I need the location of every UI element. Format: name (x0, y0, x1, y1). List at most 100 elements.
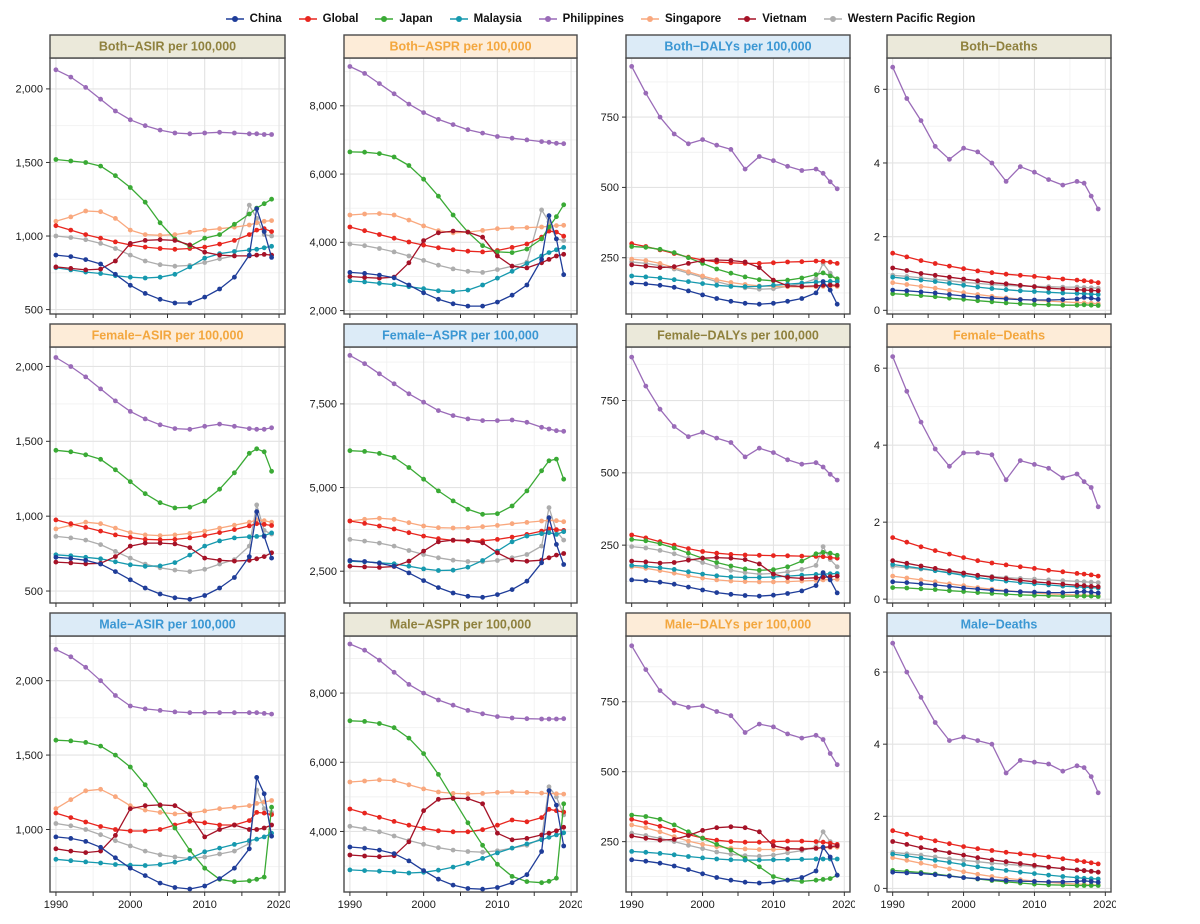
legend-key-icon (738, 16, 757, 22)
series-group (890, 640, 1101, 888)
svg-text:750: 750 (601, 697, 619, 709)
series-malaysia (347, 245, 567, 294)
svg-text:2000: 2000 (411, 899, 435, 911)
series-group (347, 64, 567, 309)
series-philippines (53, 67, 274, 137)
panel-female-dalys: Female−DALYs per 100,000 250 500 750 (601, 323, 851, 607)
series-group (890, 354, 1101, 599)
series-vietnam (890, 265, 1101, 294)
svg-text:6: 6 (874, 667, 880, 679)
series-malaysia (890, 274, 1101, 297)
panel-title-strip (625, 323, 851, 348)
series-philippines (53, 647, 274, 717)
x-axis (631, 603, 845, 607)
panel-title-strip (625, 612, 851, 637)
svg-text:2000: 2000 (118, 899, 142, 911)
svg-text:4,000: 4,000 (309, 237, 337, 249)
gridlines (626, 58, 850, 314)
svg-text:6,000: 6,000 (309, 757, 337, 769)
panel-male-asir: Male−ASIR per 100,000 1,000 1,500 2,000 1990… (15, 612, 290, 911)
series-china (53, 206, 274, 306)
y-axis: 0 2 4 6 (874, 84, 887, 317)
panel-title: Female−Deaths (953, 329, 1045, 343)
series-vietnam (53, 540, 274, 567)
chart-row-0: Both−ASIR per 100,000 500 1,000 1,500 2,000 B… (2, 34, 1200, 320)
legend-label: Malaysia (473, 13, 522, 25)
series-group (347, 641, 567, 892)
legend-key-icon (640, 16, 659, 22)
svg-text:6: 6 (874, 84, 880, 96)
svg-text:1,500: 1,500 (15, 157, 43, 169)
svg-text:2,500: 2,500 (309, 566, 337, 578)
series-malaysia (53, 530, 274, 569)
svg-text:2020: 2020 (267, 899, 290, 911)
svg-text:2000: 2000 (951, 899, 975, 911)
legend-key-icon (538, 16, 557, 22)
y-axis: 1,000 1,500 2,000 (15, 675, 50, 836)
svg-text:4: 4 (874, 158, 880, 170)
svg-text:2,000: 2,000 (15, 675, 43, 687)
panel-title-strip (625, 34, 851, 59)
series-global (53, 517, 274, 543)
legend-item-global: Global (298, 13, 359, 25)
series-china (347, 788, 567, 892)
svg-text:500: 500 (25, 304, 43, 316)
panel-male-deaths: Male−Deaths 0 2 4 6 1990 2000 2010 2020 (874, 612, 1116, 911)
panel-title-strip (49, 612, 286, 637)
panel-title-strip (343, 323, 578, 348)
panel-title: Male−ASIR per 100,000 (99, 618, 236, 632)
panel-both-deaths: Both−Deaths 0 2 4 6 (874, 34, 1112, 318)
svg-text:2020: 2020 (832, 899, 855, 911)
x-axis: 1990 2000 2010 2020 (619, 892, 855, 911)
svg-text:2020: 2020 (559, 899, 582, 911)
legend-label: Singapore (664, 13, 722, 25)
series-philippines (890, 640, 1101, 796)
y-axis: 250 500 750 (601, 697, 626, 848)
legend-item-malaysia: Malaysia (449, 13, 522, 25)
svg-text:6,000: 6,000 (309, 169, 337, 181)
svg-text:1990: 1990 (880, 899, 904, 911)
legend-item-japan: Japan (374, 13, 433, 25)
series-vietnam (53, 237, 274, 273)
series-philippines (890, 64, 1101, 212)
panel-title-strip (886, 34, 1112, 59)
legend-label: Global (322, 13, 359, 25)
series-japan (629, 244, 840, 284)
panel-title-strip (343, 612, 578, 637)
series-group (53, 67, 274, 306)
legend-key-icon (225, 16, 244, 22)
svg-text:2010: 2010 (192, 899, 216, 911)
svg-text:500: 500 (601, 766, 619, 778)
series-group (347, 353, 567, 600)
panel-title: Both−ASPR per 100,000 (389, 40, 531, 54)
series-philippines (890, 354, 1101, 510)
svg-text:250: 250 (601, 253, 619, 265)
series-group (629, 354, 840, 599)
series-japan (629, 537, 840, 573)
series-global (890, 535, 1101, 579)
svg-text:2010: 2010 (761, 899, 785, 911)
legend-label: China (249, 13, 282, 25)
gridlines (50, 636, 285, 892)
series-global (890, 828, 1101, 867)
panel-title: Male−DALYs per 100,000 (665, 618, 812, 632)
series-philippines (629, 354, 840, 483)
x-axis: 1990 2000 2010 2020 (44, 892, 290, 911)
series-vietnam (629, 555, 840, 581)
y-axis: 0 2 4 6 (874, 667, 887, 895)
legend-key-icon (298, 16, 317, 22)
y-axis: 250 500 750 (601, 395, 626, 552)
series-china (629, 279, 840, 307)
svg-text:2,000: 2,000 (15, 361, 43, 373)
series-malaysia (890, 851, 1101, 882)
svg-text:7,500: 7,500 (309, 399, 337, 411)
panel-title: Female−DALYs per 100,000 (657, 329, 819, 343)
series-japan (53, 446, 274, 511)
panel-title: Female−ASIR per 100,000 (92, 329, 244, 343)
legend-key-icon (823, 16, 842, 22)
legend-item-singapore: Singapore (640, 13, 721, 25)
y-axis: 2,000 4,000 6,000 8,000 (309, 101, 344, 317)
svg-text:2000: 2000 (690, 899, 714, 911)
svg-text:2: 2 (874, 811, 880, 823)
svg-text:6: 6 (874, 363, 880, 375)
